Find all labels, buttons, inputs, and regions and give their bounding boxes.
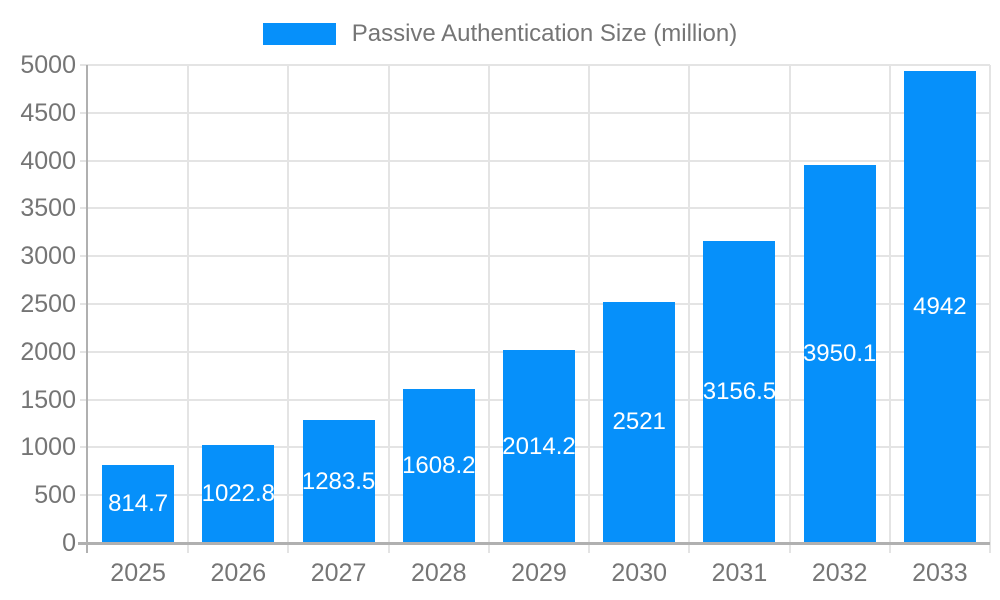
x-axis-tick-label: 2031 — [711, 559, 768, 587]
y-axis-tick-label: 0 — [62, 529, 76, 557]
y-gridline — [80, 159, 990, 162]
x-axis-tick-label: 2029 — [511, 559, 567, 587]
bar-2031: 3156.5 — [702, 241, 777, 543]
x-axis-tick-label: 2025 — [110, 559, 166, 587]
x-gridline — [588, 65, 591, 553]
x-gridline — [688, 65, 691, 553]
chart-legend: Passive Authentication Size (million) — [0, 20, 1000, 48]
bar-2033: 4942 — [903, 70, 976, 543]
x-gridline — [888, 65, 891, 553]
y-axis-tick-label: 1000 — [20, 433, 76, 462]
bar-value-label: 2014.2 — [502, 432, 576, 460]
y-gridline — [80, 64, 990, 66]
y-axis-tick-label: 1500 — [20, 385, 76, 414]
y-axis-tick-label: 3000 — [20, 242, 76, 271]
bar-2029: 2014.2 — [502, 350, 576, 543]
bar-2028: 1608.2 — [402, 389, 476, 543]
y-axis-tick-label: 4500 — [20, 98, 76, 127]
x-axis-tick-label: 2033 — [912, 559, 968, 587]
bar-2026: 1022.8 — [201, 445, 276, 543]
x-gridline — [788, 65, 791, 553]
y-axis-tick-label: 500 — [34, 481, 76, 510]
bar-value-label: 1022.8 — [201, 480, 276, 508]
x-gridline — [387, 65, 390, 553]
bar-value-label: 3156.5 — [702, 378, 777, 406]
bar-value-label: 4942 — [913, 292, 967, 320]
y-gridline — [80, 111, 990, 114]
legend-label: Passive Authentication Size (million) — [351, 20, 738, 47]
x-axis-tick-label: 2032 — [811, 559, 868, 587]
bar-value-label: 814.7 — [108, 490, 169, 518]
bar-value-label: 2521 — [612, 408, 666, 436]
legend-item[interactable]: Passive Authentication Size (million) — [262, 20, 738, 48]
x-gridline — [287, 65, 290, 553]
bar-2027: 1283.5 — [301, 420, 376, 543]
bar-2025: 814.7 — [102, 465, 175, 543]
bar-value-label: 3950.1 — [802, 340, 877, 368]
plot-area: 0 500 1000 1500 2000 2500 3000 3500 4000 4500 5000… — [20, 51, 991, 587]
x-axis-tick-label: 2028 — [410, 559, 467, 587]
x-gridline — [487, 65, 490, 553]
x-gridline — [187, 65, 190, 553]
y-axis-tick-label: 2500 — [20, 290, 76, 318]
bar-2030: 2521 — [603, 301, 676, 543]
bar-value-label: 1283.5 — [301, 467, 376, 495]
y-axis-tick-label: 5000 — [20, 51, 76, 79]
y-axis-tick-label: 4000 — [20, 146, 76, 175]
bar-2032: 3950.1 — [802, 165, 877, 543]
x-axis-tick-label: 2027 — [310, 559, 367, 587]
bar-value-label: 1608.2 — [402, 452, 476, 480]
x-gridline — [989, 65, 991, 553]
legend-swatch-icon — [262, 23, 336, 45]
y-axis-tick-label: 3500 — [20, 194, 76, 223]
y-axis-line — [86, 65, 88, 553]
x-axis-tick-label: 2030 — [611, 559, 668, 587]
y-axis-tick-label: 2000 — [20, 337, 76, 366]
x-axis-tick-label: 2026 — [210, 559, 267, 587]
